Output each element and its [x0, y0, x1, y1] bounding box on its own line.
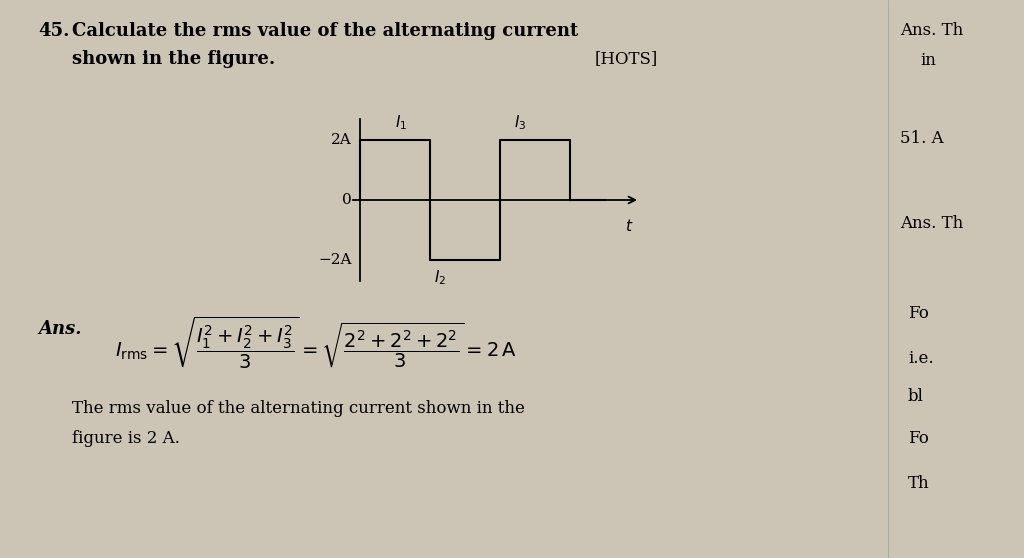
Text: Th: Th — [908, 475, 930, 492]
Text: 2A: 2A — [331, 133, 352, 147]
Text: $I_3$: $I_3$ — [514, 113, 526, 132]
Text: Fo: Fo — [908, 305, 929, 322]
Text: [HOTS]: [HOTS] — [595, 50, 658, 67]
Text: 0: 0 — [342, 193, 352, 207]
Text: $I_2$: $I_2$ — [434, 268, 446, 287]
Text: in: in — [920, 52, 936, 69]
Text: Ans.: Ans. — [38, 320, 82, 338]
Text: The rms value of the alternating current shown in the: The rms value of the alternating current… — [72, 400, 525, 417]
Text: bl: bl — [908, 388, 924, 405]
Text: $I_1$: $I_1$ — [395, 113, 408, 132]
Text: −2A: −2A — [318, 253, 352, 267]
Text: Fo: Fo — [908, 430, 929, 447]
Text: 45.: 45. — [38, 22, 70, 40]
Text: Calculate the rms value of the alternating current: Calculate the rms value of the alternati… — [72, 22, 579, 40]
Text: $t$: $t$ — [626, 218, 634, 234]
Text: i.e.: i.e. — [908, 350, 934, 367]
Text: $I_{\rm rms} = \sqrt{\dfrac{I_1^2+I_2^2+I_3^2}{3}}= \sqrt{\dfrac{2^2+2^2+2^2}{3}: $I_{\rm rms} = \sqrt{\dfrac{I_1^2+I_2^2+… — [115, 315, 517, 372]
Text: Ans. Th: Ans. Th — [900, 22, 964, 39]
Text: 51. A: 51. A — [900, 130, 944, 147]
Text: Ans. Th: Ans. Th — [900, 215, 964, 232]
Text: shown in the figure.: shown in the figure. — [72, 50, 275, 68]
Text: figure is 2 A.: figure is 2 A. — [72, 430, 180, 447]
